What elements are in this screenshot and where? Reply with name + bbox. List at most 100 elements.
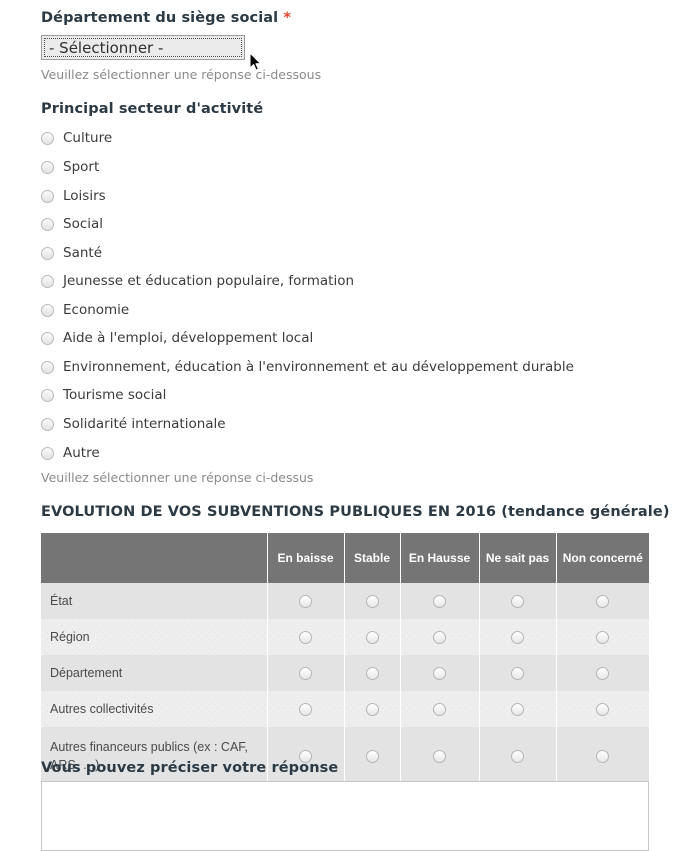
radio-option-label: Social [63,216,104,232]
matrix-col-header-stable: Stable [344,533,401,583]
radio-option-label: Santé [63,245,102,261]
radio-option-sport[interactable]: Sport [41,157,99,177]
comment-textarea[interactable] [41,781,649,851]
radio-option-label: Aide à l'emploi, développement local [63,330,314,346]
radio-icon[interactable] [365,667,379,681]
radio-icon[interactable] [41,274,54,288]
matrix-cell-autres-collectivites-non-concerne[interactable] [556,691,649,727]
matrix-cell-etat-en-baisse[interactable] [267,583,345,619]
radio-icon[interactable] [299,595,312,609]
matrix-cell-autres-collectivites-stable[interactable] [344,691,401,727]
radio-icon[interactable] [365,631,379,645]
matrix-question-title: EVOLUTION DE VOS SUBVENTIONS PUBLIQUES E… [41,504,670,520]
radio-icon[interactable] [41,303,54,317]
radio-icon[interactable] [433,703,446,717]
radio-icon[interactable] [433,750,446,764]
radio-option-culture[interactable]: Culture [41,128,112,148]
radio-icon[interactable] [41,388,54,402]
matrix-cell-etat-stable[interactable] [344,583,401,619]
matrix-cell-autres-collectivites-en-hausse[interactable] [400,691,480,727]
table-row: Autres collectivités [41,691,649,727]
radio-option-sante[interactable]: Santé [41,243,102,263]
radio-icon[interactable] [41,360,54,374]
radio-option-label: Solidarité internationale [63,416,226,432]
matrix-cell-autres-financeurs-stable[interactable] [344,727,401,785]
table-row: Autres financeurs publics (ex : CAF, ARS… [41,727,649,785]
radio-icon[interactable] [365,703,379,717]
matrix-cell-departement-en-hausse[interactable] [400,655,480,691]
radio-icon[interactable] [299,667,312,681]
matrix-cell-departement-stable[interactable] [344,655,401,691]
radio-option-label: Autre [63,445,100,461]
radio-option-jeunesse[interactable]: Jeunesse et éducation populaire, formati… [41,271,354,291]
radio-option-label: Loisirs [63,188,106,204]
radio-icon[interactable] [511,667,524,681]
radio-option-social[interactable]: Social [41,214,103,234]
radio-icon[interactable] [511,595,524,609]
matrix-cell-region-non-concerne[interactable] [556,619,649,655]
dept-select[interactable]: - Sélectionner - [41,35,245,60]
radio-icon[interactable] [511,703,524,717]
radio-option-label: Sport [63,159,100,175]
sector-question-hint: Veuillez sélectionner une réponse ci-des… [41,470,314,485]
comment-textarea-value [42,782,648,790]
radio-icon[interactable] [596,595,610,609]
radio-option-label: Tourisme social [63,387,167,403]
matrix-cell-autres-financeurs-ne-sait-pas[interactable] [479,727,557,785]
radio-icon[interactable] [596,750,610,764]
matrix-cell-region-ne-sait-pas[interactable] [479,619,557,655]
radio-icon[interactable] [299,631,312,645]
radio-icon[interactable] [365,595,379,609]
radio-icon[interactable] [41,417,54,431]
radio-icon[interactable] [596,703,610,717]
radio-icon[interactable] [41,246,54,260]
radio-icon[interactable] [596,667,610,681]
matrix-cell-autres-collectivites-ne-sait-pas[interactable] [479,691,557,727]
radio-icon[interactable] [41,217,54,231]
radio-icon[interactable] [511,631,524,645]
required-asterisk-icon: * [283,10,292,26]
radio-icon[interactable] [433,631,446,645]
radio-icon[interactable] [365,750,379,764]
radio-icon[interactable] [433,667,446,681]
radio-option-environnement[interactable]: Environnement, éducation à l'environneme… [41,357,574,377]
radio-option-economie[interactable]: Economie [41,300,129,320]
subventions-matrix-table: En baisse Stable En Hausse Ne sait pas N… [41,533,649,785]
radio-icon[interactable] [511,750,524,764]
matrix-cell-region-en-baisse[interactable] [267,619,345,655]
table-row: Région [41,619,649,655]
matrix-cell-departement-en-baisse[interactable] [267,655,345,691]
radio-icon[interactable] [41,446,54,460]
radio-option-tourisme[interactable]: Tourisme social [41,385,166,405]
radio-icon[interactable] [41,131,54,145]
matrix-cell-region-en-hausse[interactable] [400,619,480,655]
matrix-col-header-non-concerne: Non concerné [556,533,649,583]
radio-icon[interactable] [299,750,312,764]
radio-icon[interactable] [433,595,446,609]
radio-option-loisirs[interactable]: Loisirs [41,186,106,206]
matrix-cell-autres-financeurs-en-hausse[interactable] [400,727,480,785]
sector-question-label: Principal secteur d'activité [41,101,264,117]
matrix-cell-etat-en-hausse[interactable] [400,583,480,619]
matrix-cell-autres-financeurs-non-concerne[interactable] [556,727,649,785]
matrix-cell-departement-non-concerne[interactable] [556,655,649,691]
radio-option-solidarite[interactable]: Solidarité internationale [41,414,226,434]
matrix-row-label-etat: État [41,583,268,619]
radio-option-aide-emploi[interactable]: Aide à l'emploi, développement local [41,328,313,348]
matrix-cell-autres-collectivites-en-baisse[interactable] [267,691,345,727]
matrix-header-row: En baisse Stable En Hausse Ne sait pas N… [41,533,649,583]
matrix-row-label-departement: Département [41,655,268,691]
matrix-cell-etat-ne-sait-pas[interactable] [479,583,557,619]
radio-option-autre[interactable]: Autre [41,443,100,463]
matrix-cell-region-stable[interactable] [344,619,401,655]
radio-icon[interactable] [596,631,610,645]
dept-select-value: - Sélectionner - [44,38,242,57]
radio-icon[interactable] [41,189,54,203]
matrix-cell-etat-non-concerne[interactable] [556,583,649,619]
radio-icon[interactable] [299,703,312,717]
radio-icon[interactable] [41,160,54,174]
radio-icon[interactable] [41,331,54,345]
matrix-cell-departement-ne-sait-pas[interactable] [479,655,557,691]
matrix-cell-autres-financeurs-en-baisse[interactable] [267,727,345,785]
dept-question-text: Département du siège social [41,10,279,26]
